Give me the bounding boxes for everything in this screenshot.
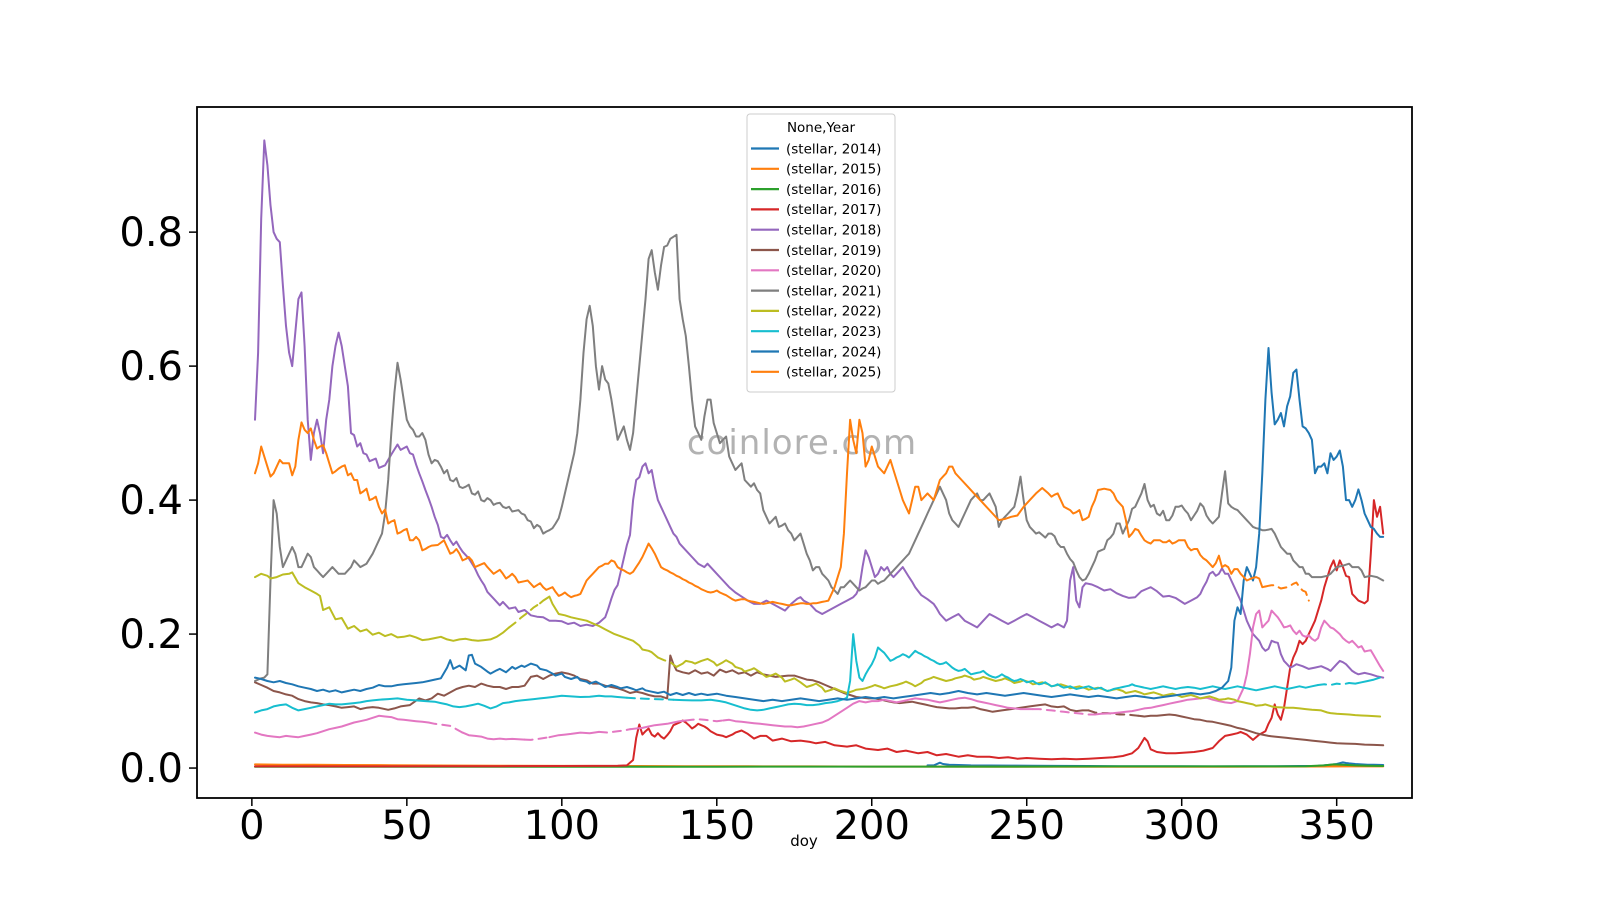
legend-label-stellar-2015: (stellar, 2015): [786, 162, 881, 178]
x-tick-label: 200: [834, 803, 910, 849]
x-tick-label: 300: [1144, 803, 1220, 849]
x-tick-label: 150: [679, 803, 755, 849]
legend-label-stellar-2020: (stellar, 2020): [786, 263, 881, 279]
line-stellar-2020: [1031, 708, 1096, 716]
x-tick-label: 250: [989, 803, 1065, 849]
line-stellar-2023: [1317, 682, 1351, 686]
line-stellar-2022: [539, 595, 659, 659]
line-stellar-2022: [656, 656, 678, 668]
x-tick-label: 0: [239, 803, 264, 849]
series-lines: [254, 139, 1385, 768]
legend-label-stellar-2025: (stellar, 2025): [786, 365, 881, 381]
legend-label-stellar-2021: (stellar, 2021): [786, 283, 881, 299]
line-stellar-2025: [1264, 581, 1310, 602]
line-stellar-2017: [254, 499, 1385, 768]
y-tick-label: 0.8: [119, 210, 183, 256]
legend-box: [746, 113, 896, 393]
legend: None,Year (stellar, 2014) (stellar, 2015)…: [746, 113, 896, 393]
legend-title: None,Year: [787, 120, 856, 136]
x-tick-label: 50: [381, 803, 432, 849]
plot-frame: [196, 106, 1413, 799]
line-stellar-2020: [598, 728, 631, 734]
line-stellar-2022: [508, 602, 542, 629]
line-stellar-2020: [629, 719, 687, 731]
line-stellar-2020: [684, 718, 724, 723]
watermark: coinlore.com: [687, 423, 917, 463]
line-stellar-2020: [461, 731, 526, 741]
line-stellar-2019: [254, 654, 1090, 713]
y-tick-label: 0.4: [119, 478, 183, 524]
line-stellar-2019: [1087, 709, 1140, 717]
axes-ticks: 0 50 100 150 200 250 300 350 0.0 0.2 0.4 0.6 0.8: [119, 210, 1374, 849]
x-tick-label: 350: [1299, 803, 1375, 849]
line-stellar-2022: [675, 657, 1382, 718]
line-stellar-2023: [625, 696, 675, 701]
line-stellar-2024: [254, 347, 1385, 703]
legend-label-stellar-2018: (stellar, 2018): [786, 223, 881, 239]
line-stellar-2020: [254, 714, 430, 739]
y-tick-label: 0.6: [119, 344, 183, 390]
line-stellar-2023: [254, 694, 628, 714]
legend-label-stellar-2014: (stellar, 2014): [786, 141, 881, 157]
line-stellar-2020: [427, 721, 464, 734]
line-stellar-2023: [672, 633, 1320, 712]
legend-label-stellar-2016: (stellar, 2016): [786, 182, 881, 198]
y-tick-label: 0.0: [119, 746, 183, 792]
line-stellar-2020: [548, 730, 600, 739]
legend-rows: (stellar, 2014) (stellar, 2015) (stellar, …: [751, 141, 881, 381]
line-stellar-2021: [254, 233, 1385, 682]
line-stellar-2020: [1093, 609, 1385, 716]
line-stellar-2019: [1137, 713, 1385, 747]
line-stellar-2022: [254, 571, 511, 642]
line-stellar-2018: [254, 139, 1385, 679]
legend-label-stellar-2024: (stellar, 2024): [786, 344, 881, 360]
legend-label-stellar-2023: (stellar, 2023): [786, 324, 881, 340]
x-tick-label: 100: [524, 803, 600, 849]
line-stellar-2020: [722, 696, 1034, 729]
legend-label-stellar-2017: (stellar, 2017): [786, 202, 881, 218]
line-stellar-2020: [523, 736, 551, 741]
legend-label-stellar-2019: (stellar, 2019): [786, 243, 881, 259]
line-stellar-2025: [254, 418, 1267, 607]
y-tick-label: 0.2: [119, 612, 183, 658]
line-stellar-2023: [1348, 676, 1382, 685]
legend-label-stellar-2022: (stellar, 2022): [786, 304, 881, 320]
x-axis-label: doy: [790, 832, 818, 850]
